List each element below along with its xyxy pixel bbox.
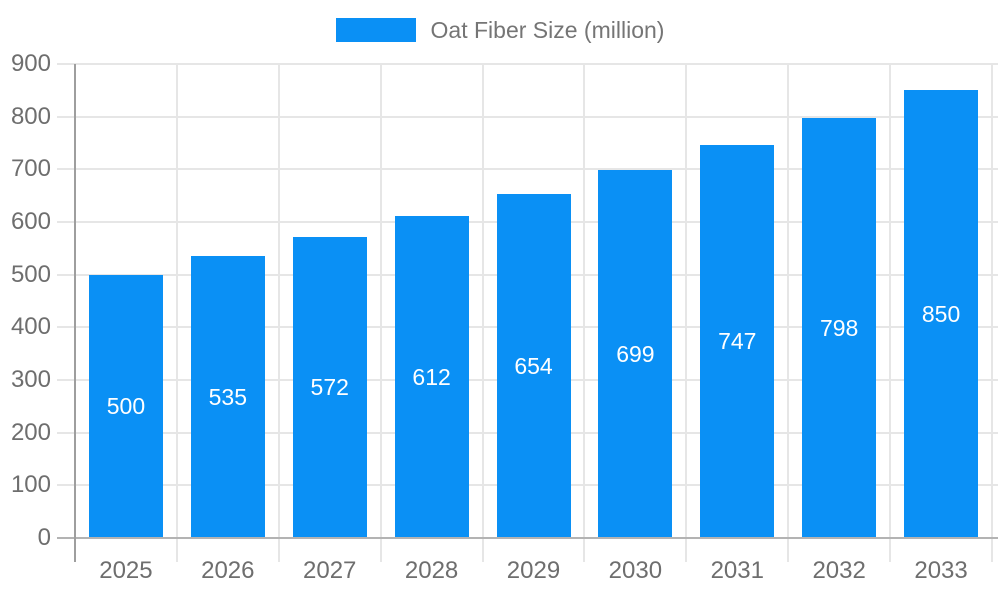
x-axis-label: 2028 bbox=[404, 557, 459, 584]
y-axis-label: 300 bbox=[10, 366, 51, 393]
y-axis-label: 500 bbox=[10, 260, 51, 288]
y-axis-label: 100 bbox=[10, 471, 51, 499]
v-gridline bbox=[787, 64, 790, 562]
bar-value-label: 612 bbox=[412, 363, 451, 390]
bar-value-label: 535 bbox=[208, 384, 248, 411]
bar-2033[interactable]: 850 bbox=[904, 90, 979, 538]
x-axis-label: 2025 bbox=[99, 557, 153, 584]
v-gridline bbox=[277, 64, 280, 562]
v-gridline bbox=[583, 64, 586, 562]
plot-area: 0 100 200 300 400 500 600 700 800 900 500 2025 535 20… bbox=[11, 52, 998, 584]
legend-swatch bbox=[335, 18, 416, 42]
legend-label: Oat Fiber Size (million) bbox=[430, 17, 665, 43]
chart-legend[interactable]: Oat Fiber Size (million) bbox=[0, 18, 1000, 42]
h-gridline bbox=[57, 63, 998, 65]
y-axis-label: 200 bbox=[10, 418, 51, 446]
x-axis-label: 2030 bbox=[608, 557, 663, 584]
bar-2032[interactable]: 798 bbox=[802, 117, 877, 538]
v-gridline bbox=[481, 64, 484, 562]
y-axis-line bbox=[74, 64, 76, 562]
bar-2030[interactable]: 699 bbox=[598, 169, 673, 538]
v-gridline bbox=[685, 64, 688, 562]
x-axis-label: 2026 bbox=[201, 557, 255, 584]
y-axis-label: 800 bbox=[10, 102, 51, 130]
y-axis-label: 600 bbox=[10, 208, 51, 235]
y-axis-label: 700 bbox=[10, 155, 51, 183]
x-axis-label: 2027 bbox=[303, 557, 357, 584]
bar-2028[interactable]: 612 bbox=[394, 215, 469, 538]
bar-value-label: 654 bbox=[514, 352, 553, 379]
bar-value-label: 572 bbox=[310, 374, 349, 401]
x-axis-label: 2033 bbox=[914, 557, 968, 584]
x-axis-label: 2031 bbox=[710, 557, 764, 584]
bar-2031[interactable]: 747 bbox=[700, 144, 775, 538]
bar-2025[interactable]: 500 bbox=[88, 274, 163, 538]
y-axis-label: 900 bbox=[10, 50, 51, 77]
h-gridline bbox=[57, 168, 998, 171]
x-axis-line bbox=[57, 537, 998, 539]
v-gridline bbox=[991, 64, 993, 562]
v-gridline bbox=[379, 64, 382, 562]
bar-2029[interactable]: 654 bbox=[496, 193, 571, 538]
x-axis-label: 2029 bbox=[506, 557, 561, 584]
bar-2027[interactable]: 572 bbox=[292, 236, 367, 538]
h-gridline bbox=[57, 115, 998, 118]
bar-value-label: 850 bbox=[921, 301, 961, 328]
bar-2026[interactable]: 535 bbox=[190, 256, 265, 538]
bar-value-label: 500 bbox=[106, 393, 146, 420]
bar-value-label: 798 bbox=[819, 314, 859, 341]
bar-value-label: 747 bbox=[718, 328, 757, 355]
y-axis-label: 0 bbox=[37, 524, 51, 551]
x-axis-label: 2032 bbox=[812, 557, 866, 584]
y-axis-label: 400 bbox=[10, 313, 51, 341]
v-gridline bbox=[889, 64, 892, 562]
bar-value-label: 699 bbox=[616, 340, 655, 367]
v-gridline bbox=[175, 64, 178, 562]
